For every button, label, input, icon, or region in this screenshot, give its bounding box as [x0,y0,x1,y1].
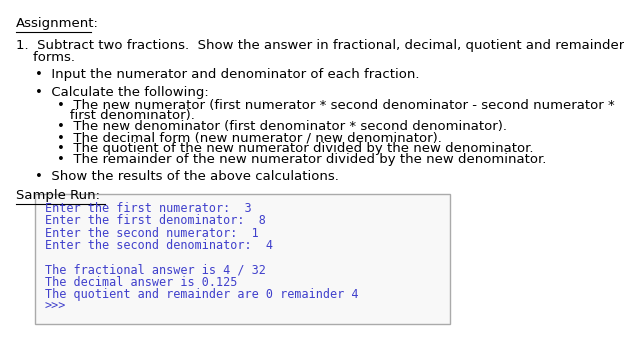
Text: •  The decimal form (new numerator / new denominator).: • The decimal form (new numerator / new … [57,131,442,144]
Text: Enter the first numerator:  3: Enter the first numerator: 3 [45,202,251,215]
Text: Enter the first denominator:  8: Enter the first denominator: 8 [45,214,266,227]
Text: •  Show the results of the above calculations.: • Show the results of the above calculat… [35,170,339,183]
Text: Assignment:: Assignment: [16,17,99,29]
Text: The quotient and remainder are 0 remainder 4: The quotient and remainder are 0 remaind… [45,288,358,301]
Text: Sample Run:: Sample Run: [16,189,100,202]
Text: •  The new numerator (first numerator * second denominator - second numerator *: • The new numerator (first numerator * s… [57,99,615,112]
Text: 1.  Subtract two fractions.  Show the answer in fractional, decimal, quotient an: 1. Subtract two fractions. Show the answ… [16,39,624,52]
Text: •  Input the numerator and denominator of each fraction.: • Input the numerator and denominator of… [35,68,419,81]
Text: Enter the second denominator:  4: Enter the second denominator: 4 [45,239,273,252]
Text: •  Calculate the following:: • Calculate the following: [35,86,209,99]
Text: The fractional answer is 4 / 32: The fractional answer is 4 / 32 [45,263,266,276]
Text: first denominator).: first denominator). [57,110,195,122]
FancyBboxPatch shape [35,194,450,324]
Text: The decimal answer is 0.125: The decimal answer is 0.125 [45,276,237,289]
Text: •  The remainder of the new numerator divided by the new denominator.: • The remainder of the new numerator div… [57,153,546,166]
Text: >>>: >>> [45,300,66,313]
Text: Enter the second numerator:  1: Enter the second numerator: 1 [45,227,258,240]
Text: forms.: forms. [16,51,75,64]
Text: •  The new denominator (first denominator * second denominator).: • The new denominator (first denominator… [57,120,507,133]
Text: •  The quotient of the new numerator divided by the new denominator.: • The quotient of the new numerator divi… [57,142,534,155]
